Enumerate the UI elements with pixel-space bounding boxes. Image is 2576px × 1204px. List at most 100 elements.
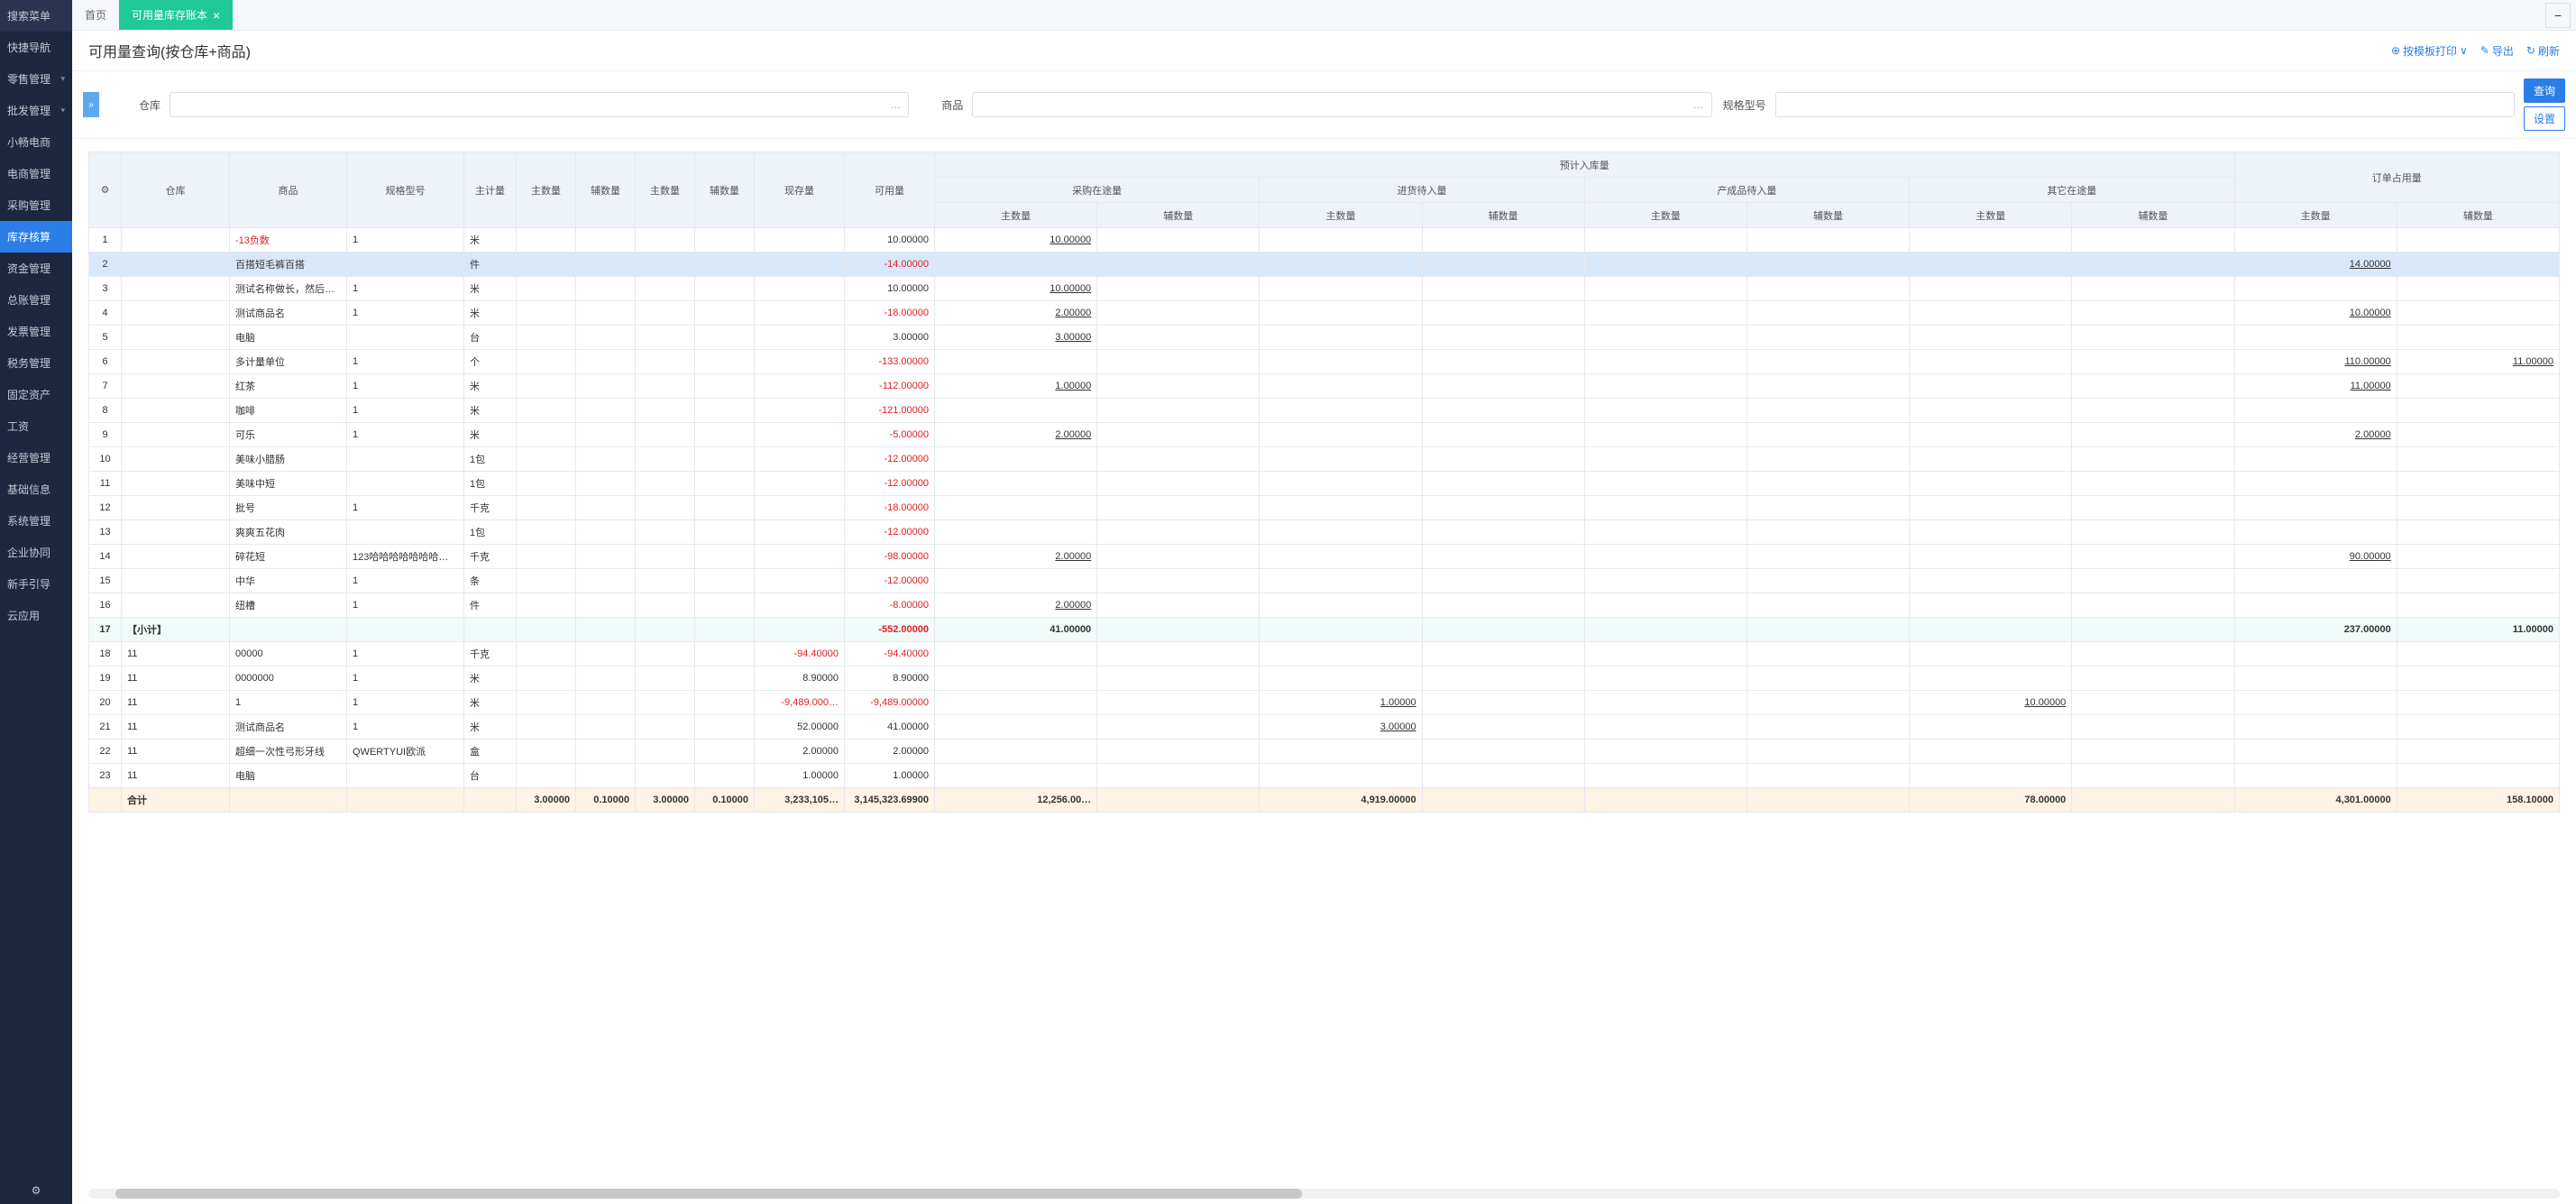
cell-link[interactable]: 2.00000 — [2355, 429, 2391, 440]
cell-link[interactable]: 14.00000 — [2350, 259, 2391, 270]
cell-link[interactable]: 110.00000 — [2345, 356, 2391, 367]
sidebar-item[interactable]: 总账管理 — [0, 284, 72, 316]
sidebar-item[interactable]: 工资 — [0, 410, 72, 442]
table-row[interactable]: 14碎花短123哈哈哈哈哈哈哈哈哈哈…千克-98.000002.0000090.… — [89, 545, 2560, 569]
table-cell — [576, 472, 636, 496]
table-row[interactable]: 4测试商品名1米-18.000002.0000010.00000 — [89, 301, 2560, 326]
table-row[interactable]: 1-13负数1米10.0000010.00000 — [89, 228, 2560, 253]
sidebar-settings-icon[interactable]: ⚙ — [0, 1177, 72, 1204]
table-row[interactable]: 15中华1条-12.00000 — [89, 569, 2560, 593]
gear-icon[interactable]: ⚙ — [89, 152, 122, 228]
sidebar-item[interactable]: 企业协同 — [0, 537, 72, 568]
scrollbar-thumb[interactable] — [115, 1189, 1302, 1199]
cell-link[interactable]: 11.00000 — [2513, 356, 2553, 367]
filter-spec-input[interactable] — [1775, 92, 2515, 117]
sidebar-item[interactable]: 小畅电商 — [0, 126, 72, 158]
sidebar-item[interactable]: 采购管理 — [0, 189, 72, 221]
settings-button[interactable]: 设置 — [2524, 106, 2565, 131]
table-cell — [1910, 715, 2072, 740]
table-cell — [122, 326, 230, 350]
ellipsis-icon[interactable]: … — [890, 98, 901, 111]
sidebar-item[interactable]: 搜索菜单 — [0, 0, 72, 32]
table-row[interactable]: 2111测试商品名1米52.0000041.000003.00000 — [89, 715, 2560, 740]
filter-product-input[interactable]: … — [972, 92, 1711, 117]
table-row[interactable]: 201111米-9,489.000…-9,489.000001.0000010.… — [89, 691, 2560, 715]
table-row[interactable]: 2311电脑台1.000001.00000 — [89, 764, 2560, 788]
table-cell — [695, 350, 755, 374]
sidebar-item[interactable]: 批发管理▾ — [0, 95, 72, 126]
sidebar-item[interactable]: 云应用 — [0, 600, 72, 631]
sidebar-item[interactable]: 税务管理 — [0, 347, 72, 379]
table-cell — [517, 593, 576, 618]
table-row[interactable]: 3测试名称做长，然后截断有没…1米10.0000010.00000 — [89, 277, 2560, 301]
table-cell — [755, 545, 845, 569]
tab-close-icon[interactable]: × — [213, 9, 220, 22]
table-row[interactable]: 5电脑台3.000003.00000 — [89, 326, 2560, 350]
cell-link[interactable]: 10.00000 — [1050, 283, 1091, 294]
filter-warehouse-input[interactable]: … — [170, 92, 909, 117]
table-cell — [576, 593, 636, 618]
horizontal-scrollbar[interactable] — [88, 1189, 2560, 1199]
table-row[interactable]: 16纽槽1件-8.000002.00000 — [89, 593, 2560, 618]
table-row[interactable]: 13爽爽五花肉1包-12.00000 — [89, 520, 2560, 545]
table-cell — [636, 618, 695, 642]
table-row[interactable]: 11美味中短1包-12.00000 — [89, 472, 2560, 496]
cell-link[interactable]: 10.00000 — [2350, 308, 2391, 318]
cell-link[interactable]: 3.00000 — [1380, 721, 1416, 732]
table-cell — [1910, 374, 2072, 399]
sidebar-item[interactable]: 新手引导 — [0, 568, 72, 600]
sidebar-item[interactable]: 经营管理 — [0, 442, 72, 473]
export-button[interactable]: ✎ 导出 — [2480, 43, 2514, 59]
table-cell: 台 — [464, 326, 517, 350]
table-cell — [1910, 326, 2072, 350]
cell-link[interactable]: 2.00000 — [1055, 600, 1091, 611]
cell-link[interactable]: 2.00000 — [1055, 551, 1091, 562]
cell-link[interactable]: 2.00000 — [1055, 429, 1091, 440]
cell-link[interactable]: 3.00000 — [1055, 332, 1091, 343]
sidebar-item[interactable]: 库存核算 — [0, 221, 72, 253]
cell-link[interactable]: 10.00000 — [2024, 697, 2066, 708]
table-cell: 12,256.00… — [935, 788, 1097, 813]
sidebar-item[interactable]: 发票管理 — [0, 316, 72, 347]
table-cell — [1097, 788, 1260, 813]
sidebar-item[interactable]: 基础信息 — [0, 473, 72, 505]
table-row[interactable]: 6多计量单位1个-133.00000110.0000011.00000 — [89, 350, 2560, 374]
tab-home[interactable]: 首页 — [72, 0, 119, 30]
ellipsis-icon[interactable]: … — [1693, 98, 1704, 111]
collapse-toggle[interactable]: » — [83, 92, 99, 117]
sidebar-item[interactable]: 快捷导航 — [0, 32, 72, 63]
table-row[interactable]: 2百搭短毛裤百搭件-14.0000014.00000 — [89, 253, 2560, 277]
table-row[interactable]: 2211超细一次性弓形牙线QWERTYUI欧派盒2.000002.00000 — [89, 740, 2560, 764]
table-row[interactable]: 10美味小腊肠1包-12.00000 — [89, 447, 2560, 472]
sidebar-item[interactable]: 零售管理▾ — [0, 63, 72, 95]
sidebar-item[interactable]: 电商管理 — [0, 158, 72, 189]
tab-active[interactable]: 可用量库存账本 × — [119, 0, 233, 30]
cell-link[interactable]: 11.00000 — [2351, 381, 2391, 391]
sidebar-item[interactable]: 固定资产 — [0, 379, 72, 410]
print-button[interactable]: ⊕ 按模板打印 ∨ — [2391, 43, 2468, 59]
table-cell — [517, 496, 576, 520]
table-cell — [122, 569, 230, 593]
refresh-button[interactable]: ↻ 刷新 — [2526, 43, 2560, 59]
table-cell — [1422, 764, 1584, 788]
table-row[interactable]: 17【小计】-552.0000041.00000237.0000011.0000… — [89, 618, 2560, 642]
cell-link[interactable]: 1.00000 — [1055, 381, 1091, 391]
minimize-button[interactable]: − — [2545, 3, 2571, 28]
table-cell — [2397, 374, 2559, 399]
table-cell — [935, 520, 1097, 545]
table-row[interactable]: 12批号1千克-18.00000 — [89, 496, 2560, 520]
cell-link[interactable]: 2.00000 — [1055, 308, 1091, 318]
table-row[interactable]: 7红茶1米-112.000001.0000011.00000 — [89, 374, 2560, 399]
table-row[interactable]: 191100000001米8.900008.90000 — [89, 666, 2560, 691]
table-row[interactable]: 1811000001千克-94.40000-94.40000 — [89, 642, 2560, 666]
sidebar-item[interactable]: 资金管理 — [0, 253, 72, 284]
cell-link[interactable]: 90.00000 — [2350, 551, 2391, 562]
cell-link[interactable]: 1.00000 — [1380, 697, 1416, 708]
table-cell: 11 — [122, 715, 230, 740]
sidebar-item[interactable]: 系统管理 — [0, 505, 72, 537]
cell-link[interactable]: 10.00000 — [1050, 234, 1091, 245]
sidebar-item-label: 零售管理 — [7, 71, 50, 87]
table-row[interactable]: 8咖啡1米-121.00000 — [89, 399, 2560, 423]
query-button[interactable]: 查询 — [2524, 78, 2565, 103]
table-row[interactable]: 9可乐1米-5.000002.000002.00000 — [89, 423, 2560, 447]
